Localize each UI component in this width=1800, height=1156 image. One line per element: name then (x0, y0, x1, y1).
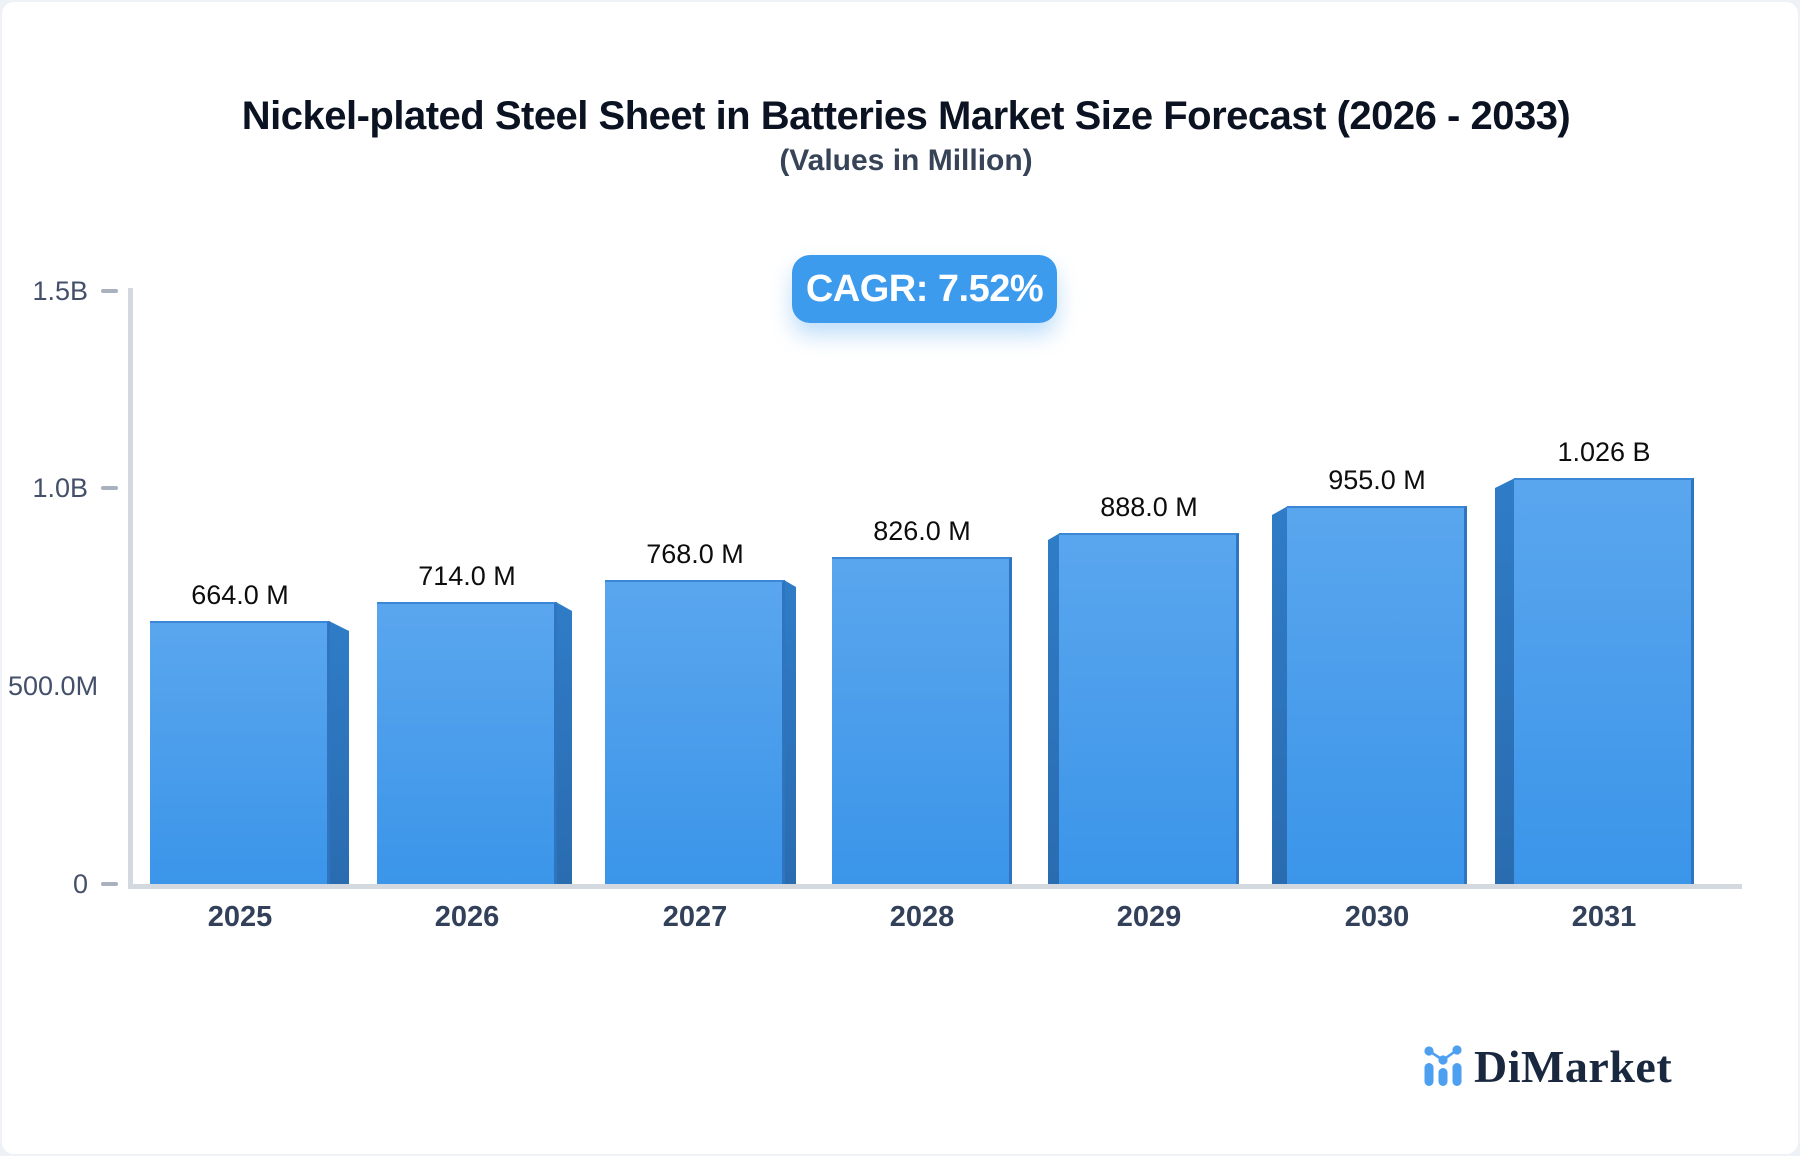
x-axis-label-2027: 2027 (662, 901, 728, 933)
y-axis-label: 0 (72, 869, 88, 899)
y-axis-label: 1.0B (32, 473, 88, 503)
y-axis-tick (101, 289, 118, 293)
bar-value-label: 1.026 B (1557, 437, 1651, 467)
brand-logo: DiMarket (1420, 1040, 1720, 1100)
bar-2027 (605, 580, 785, 884)
bar-2029 (1059, 533, 1239, 884)
bar-3d-side (556, 602, 572, 884)
chart-title: Nickel-plated Steel Sheet in Batteries M… (241, 94, 1571, 138)
x-axis-label-2025: 2025 (207, 901, 273, 933)
y-axis-line (128, 288, 133, 886)
bar-3d-side (1048, 533, 1060, 884)
bar-2028 (832, 557, 1012, 884)
brand-name: DiMarket (1474, 1041, 1673, 1092)
x-axis-label-2026: 2026 (434, 901, 500, 933)
bar-2031 (1514, 478, 1694, 884)
bar-value-label: 664.0 M (191, 580, 289, 610)
bar-value-label: 714.0 M (418, 561, 516, 591)
bar-value-label: 826.0 M (873, 516, 971, 546)
chart-subtitle: (Values in Million) (779, 144, 1033, 177)
bar-line-chart-icon (1424, 1045, 1462, 1086)
x-axis-label-2031: 2031 (1571, 901, 1637, 933)
bar-2025 (150, 621, 330, 884)
cagr-badge: CAGR: 7.52% (792, 255, 1057, 323)
bar-value-label: 955.0 M (1328, 465, 1426, 495)
x-axis-line (128, 884, 1742, 889)
bar-value-label: 888.0 M (1100, 492, 1198, 522)
bar-3d-side (1495, 478, 1515, 884)
bar-value-label: 768.0 M (646, 539, 744, 569)
y-axis-tick (101, 882, 118, 886)
bar-3d-side (784, 580, 796, 884)
bar-2030 (1287, 506, 1467, 884)
x-axis-label-2030: 2030 (1344, 901, 1410, 933)
cagr-badge-label: CAGR: 7.52% (805, 267, 1044, 310)
y-axis-label: 1.5B (32, 276, 88, 306)
y-axis-tick (101, 486, 118, 490)
x-axis-label-2029: 2029 (1116, 901, 1182, 933)
y-axis-label: 500.0M (8, 671, 99, 701)
bar-3d-side (329, 621, 349, 884)
bar-3d-side (1272, 506, 1288, 884)
bar-2026 (377, 602, 557, 884)
x-axis-label-2028: 2028 (889, 901, 955, 933)
